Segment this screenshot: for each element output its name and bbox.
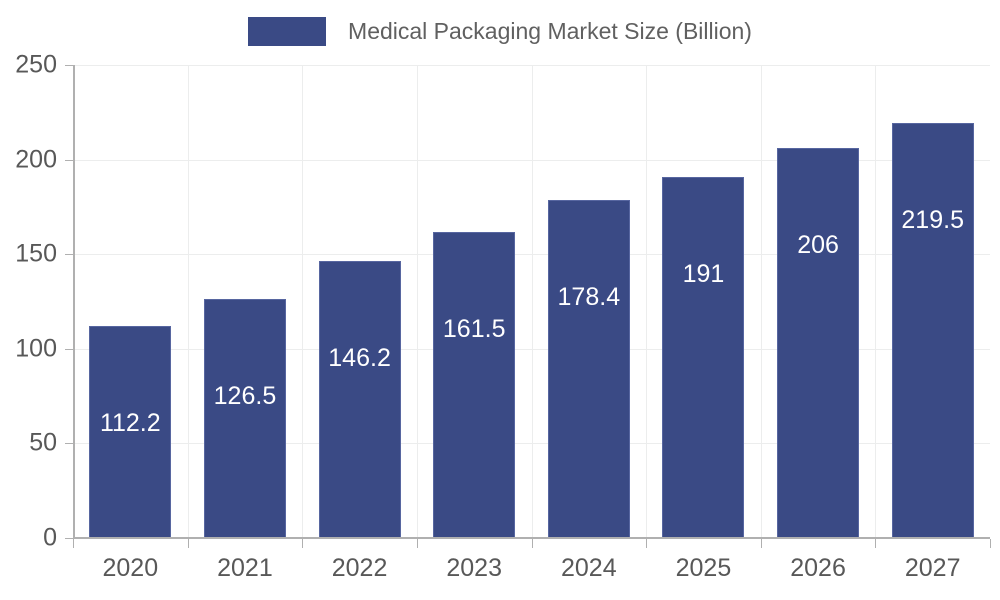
y-axis-tick — [65, 443, 74, 445]
gridline-horizontal — [73, 254, 990, 256]
legend-color-swatch-icon — [248, 16, 327, 46]
x-axis-tick — [761, 539, 762, 548]
x-axis-tick-label-2024: 2024 — [561, 554, 617, 582]
x-axis-tick — [73, 539, 74, 548]
bar-2020[interactable] — [89, 325, 172, 538]
x-axis-tick — [532, 539, 533, 548]
x-axis-tick — [302, 539, 303, 548]
bar-2027[interactable] — [891, 122, 974, 538]
x-axis-tick — [646, 539, 647, 548]
gridline-vertical — [761, 65, 762, 538]
x-axis-tick-label-2020: 2020 — [102, 554, 159, 582]
y-axis-tick — [65, 65, 74, 66]
y-axis-tick — [65, 348, 74, 350]
gridline-vertical — [417, 65, 418, 538]
x-axis-tick — [188, 539, 189, 548]
x-axis-tick — [990, 539, 991, 548]
gridline-vertical — [532, 65, 533, 538]
bar-2023[interactable] — [433, 232, 516, 538]
x-axis-tick — [875, 539, 876, 548]
chart-legend: Medical Packaging Market Size (Billion) — [0, 0, 1000, 62]
bar-2024[interactable] — [547, 200, 630, 538]
gridline-vertical — [302, 65, 303, 538]
y-axis-line — [73, 65, 75, 539]
y-axis-tick-label: 100 — [15, 334, 57, 363]
y-axis-tick-label: 150 — [15, 239, 57, 268]
y-axis-tick — [65, 159, 74, 161]
bar-2026[interactable] — [777, 148, 860, 538]
y-axis-tick — [65, 538, 74, 539]
x-axis-tick-label-2021: 2021 — [217, 554, 273, 582]
gridline-horizontal — [73, 348, 990, 350]
gridline-horizontal — [73, 65, 990, 66]
y-axis-tick-label: 200 — [15, 145, 57, 174]
gridline-horizontal — [73, 443, 990, 445]
bar-2022[interactable] — [318, 261, 401, 538]
gridline-vertical — [646, 65, 647, 538]
bar-2025[interactable] — [662, 176, 745, 538]
y-axis-tick-label: 250 — [15, 50, 57, 79]
x-axis-tick-label-2022: 2022 — [331, 554, 388, 582]
gridline-vertical — [188, 65, 189, 538]
plot-area: 112.2 126.5 146.2 161.5 178.4 191 206 219.5 — [73, 65, 990, 539]
x-axis-tick-label-2026: 2026 — [790, 554, 846, 582]
legend-item-label: Medical Packaging Market Size (Billion) — [348, 17, 752, 44]
y-axis-tick — [65, 254, 74, 256]
x-axis-line — [73, 537, 990, 539]
y-axis-tick-label: 0 — [43, 523, 57, 552]
legend-item-medical-packaging[interactable]: Medical Packaging Market Size (Billion) — [248, 16, 752, 46]
x-axis-tick-label-2023: 2023 — [446, 554, 502, 582]
x-axis-tick-label-2025: 2025 — [675, 554, 732, 582]
x-axis-tick-label-2027: 2027 — [904, 554, 961, 582]
gridline-vertical — [875, 65, 876, 538]
gridline-horizontal — [73, 159, 990, 161]
y-axis-tick-label: 50 — [29, 428, 57, 457]
bar-2021[interactable] — [203, 298, 286, 538]
x-axis-tick — [417, 539, 418, 548]
